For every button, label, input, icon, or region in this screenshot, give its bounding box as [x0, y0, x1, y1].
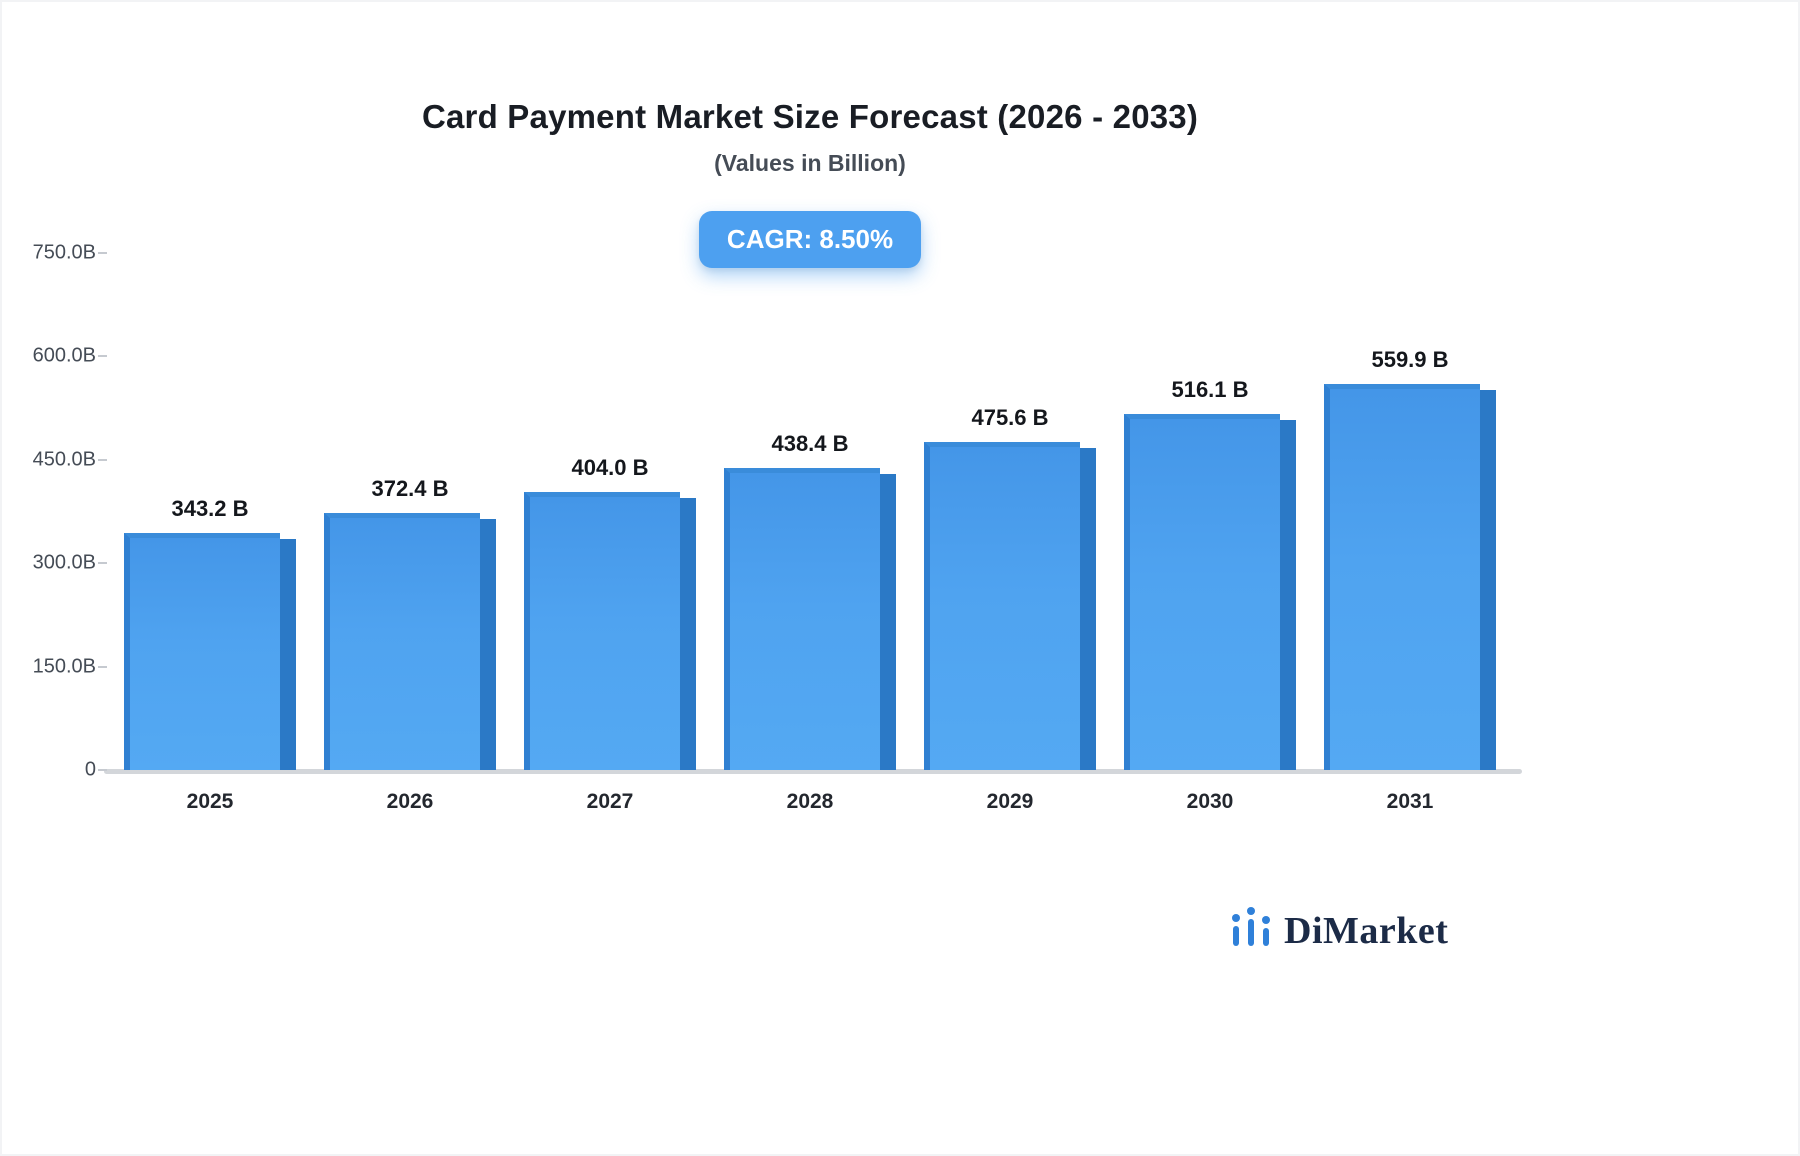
bar: [1324, 384, 1496, 770]
x-axis-label: 2025: [186, 790, 234, 813]
bar-chart-icon: [1228, 906, 1274, 955]
bar-face: [924, 442, 1080, 770]
bar-value-label: 475.6 B: [971, 405, 1049, 431]
bar-value-label: 372.4 B: [371, 476, 449, 502]
y-axis-label: 0: [84, 758, 96, 781]
x-axis-label: 2030: [1186, 790, 1234, 813]
bar: [724, 467, 896, 770]
bar-side-shade: [1280, 420, 1296, 770]
y-axis-label: 450.0B: [32, 448, 96, 471]
dimarket-logo: DiMarket: [1228, 906, 1448, 955]
bar-face: [1324, 384, 1480, 770]
bar-value-label: 559.9 B: [1371, 347, 1449, 373]
bar-face: [124, 533, 280, 770]
y-axis-tick: [98, 665, 107, 668]
bar-value-label: 516.1 B: [1171, 377, 1249, 403]
x-axis-label: 2029: [986, 790, 1034, 813]
y-axis-tick: [98, 562, 107, 565]
y-axis-label: 600.0B: [32, 344, 96, 367]
bar: [924, 442, 1096, 770]
x-axis-label: 2026: [386, 790, 434, 813]
chart-title: Card Payment Market Size Forecast (2026 …: [421, 98, 1199, 135]
bar: [124, 533, 296, 770]
bar-side-shade: [1480, 390, 1496, 770]
y-axis-tick: [98, 458, 107, 461]
bar: [1124, 414, 1296, 770]
y-axis-label: 150.0B: [32, 655, 96, 678]
y-axis-tick: [98, 769, 107, 771]
bar-face: [524, 491, 680, 770]
bar-value-label: 404.0 B: [571, 454, 649, 480]
chart-subtitle: (Values in Billion): [714, 150, 906, 176]
bar-value-label: 343.2 B: [171, 496, 249, 522]
y-axis-tick: [98, 355, 107, 358]
y-axis-tick: [98, 252, 107, 254]
bar: [524, 491, 696, 770]
bar-side-shade: [880, 473, 896, 770]
x-axis-baseline: [104, 769, 1522, 774]
bar-side-shade: [280, 539, 296, 770]
bar-face: [724, 467, 880, 770]
bar-face: [1124, 414, 1280, 770]
bar-side-shade: [480, 519, 496, 770]
x-axis-label: 2027: [586, 790, 634, 813]
bar-side-shade: [1080, 448, 1096, 770]
chart-header: Card Payment Market Size Forecast (2026 …: [0, 0, 1620, 268]
y-axis-label: 750.0B: [32, 241, 96, 264]
logo-text: DiMarket: [1284, 909, 1449, 952]
plot-area: 750.0B 600.0B 450.0B 300.0B 150.0B 0 343.2 B 20…: [33, 242, 1522, 813]
bar-value-label: 438.4 B: [771, 430, 849, 456]
x-axis-label: 2031: [1386, 790, 1434, 813]
x-axis-label: 2028: [786, 790, 834, 813]
cagr-badge: CAGR: 8.50%: [698, 211, 922, 268]
bar-side-shade: [680, 497, 696, 770]
bar-face: [324, 513, 480, 770]
y-axis-label: 300.0B: [32, 551, 96, 574]
bar: [324, 513, 496, 770]
